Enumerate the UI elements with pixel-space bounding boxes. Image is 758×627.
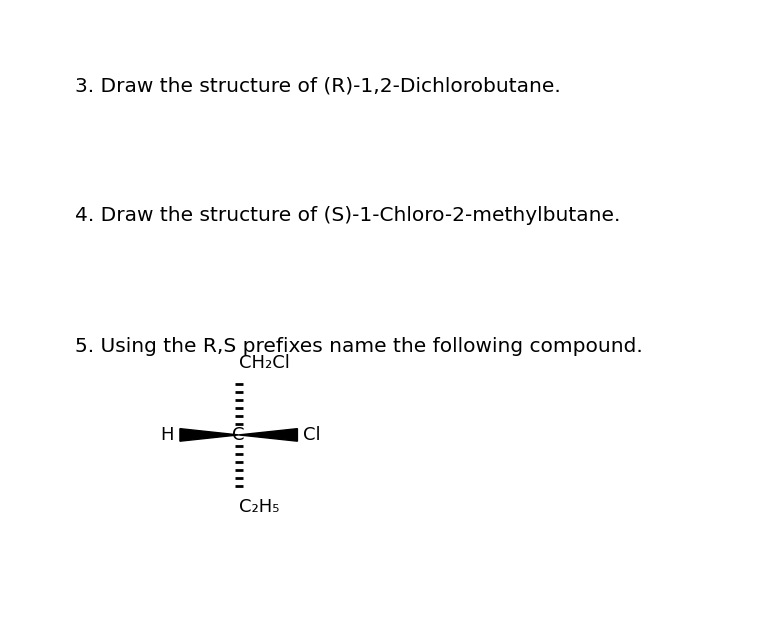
- Text: Cl: Cl: [303, 426, 321, 444]
- Polygon shape: [239, 429, 297, 441]
- Text: H: H: [161, 426, 174, 444]
- Text: 5. Using the R,S prefixes name the following compound.: 5. Using the R,S prefixes name the follo…: [75, 337, 643, 356]
- Text: C: C: [233, 426, 245, 444]
- Text: 3. Draw the structure of (R)-1,2-Dichlorobutane.: 3. Draw the structure of (R)-1,2-Dichlor…: [75, 76, 561, 95]
- Text: CH₂Cl: CH₂Cl: [239, 354, 290, 372]
- Text: 4. Draw the structure of (S)-1-Chloro-2-methylbutane.: 4. Draw the structure of (S)-1-Chloro-2-…: [75, 206, 620, 224]
- Polygon shape: [180, 429, 239, 441]
- Text: C₂H₅: C₂H₅: [239, 498, 279, 515]
